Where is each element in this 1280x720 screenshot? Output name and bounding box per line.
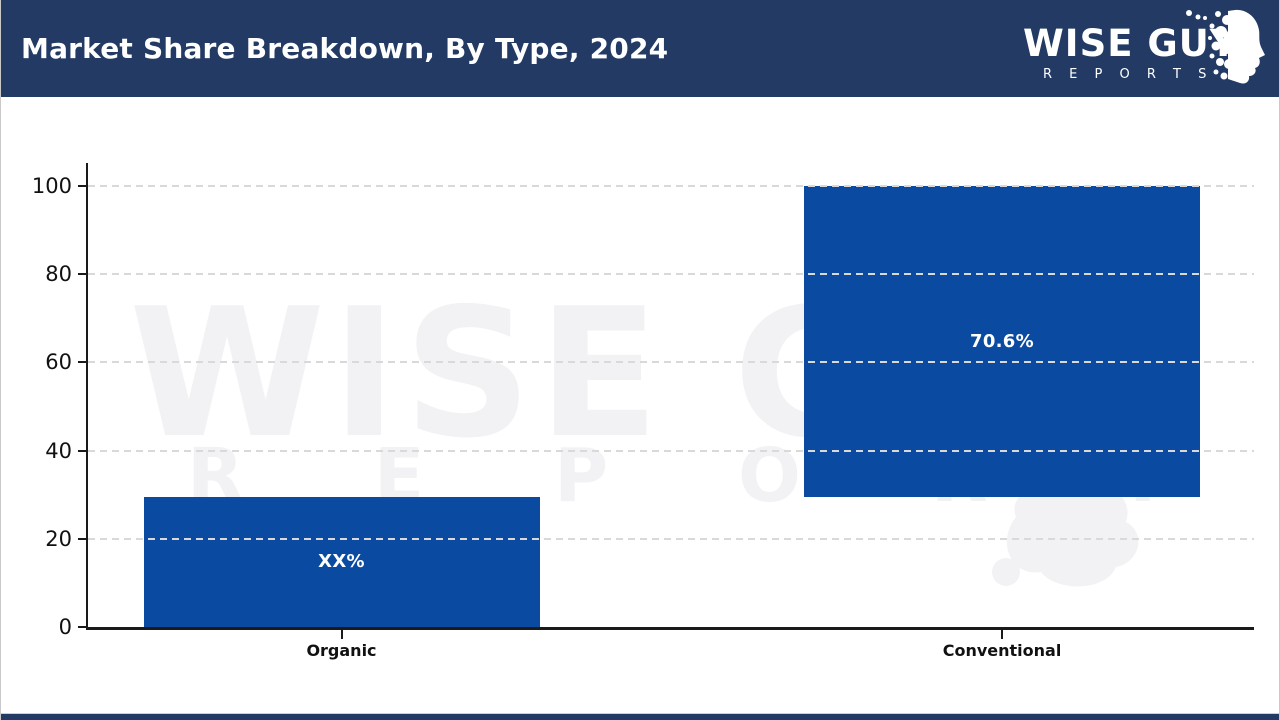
y-tick-label: 100 (31, 174, 72, 198)
y-tick-mark (78, 626, 87, 628)
y-tick-label: 40 (45, 438, 72, 463)
y-tick-label: 60 (45, 350, 72, 375)
y-tick-mark (78, 537, 87, 540)
gridline-60 (88, 361, 1254, 364)
logo-graphic: WISE GUY R E P O R T S (1023, 9, 1265, 84)
y-tick-label: 20 (45, 526, 72, 551)
y-tick-label: 80 (45, 262, 72, 287)
gridline-100 (88, 185, 1254, 187)
plot-area: WISE GU R E P O R T 0 20 40 60 80 100 XX% Organ… (1, 97, 1279, 714)
y-tick-mark (78, 361, 87, 364)
chart-title: Market Share Breakdown, By Type, 2024 (21, 32, 669, 65)
watermark-blob (992, 483, 1139, 587)
logo-primary-text: WISE GUY (1023, 22, 1238, 65)
y-tick-mark (78, 273, 87, 276)
gridline-80 (88, 273, 1254, 276)
x-tick-mark (1001, 630, 1003, 639)
header-bar: Market Share Breakdown, By Type, 2024 WI… (1, 0, 1279, 97)
y-tick-mark (78, 185, 87, 187)
gridline-40 (88, 449, 1254, 452)
footer-divider (1, 713, 1279, 714)
x-axis-spine (86, 627, 1254, 630)
bar-organic (143, 497, 540, 627)
face-profile-icon (1186, 9, 1265, 84)
x-category-label: Conventional (942, 641, 1062, 660)
bar-value-label: XX% (318, 551, 365, 573)
y-tick-mark (78, 449, 87, 452)
x-category-label: Organic (306, 641, 377, 660)
x-tick-mark (340, 630, 343, 639)
footer-bar (1, 714, 1279, 720)
y-tick-label: 0 (58, 615, 72, 639)
gridline-20 (88, 537, 1254, 540)
wise-guy-reports-logo: WISE GUY R E P O R T S (1021, 4, 1269, 94)
logo-secondary-text: R E P O R T S (1043, 67, 1213, 82)
bar-value-label: 70.6% (970, 330, 1034, 352)
y-axis-spine (86, 163, 88, 630)
bar-conventional (804, 186, 1200, 498)
